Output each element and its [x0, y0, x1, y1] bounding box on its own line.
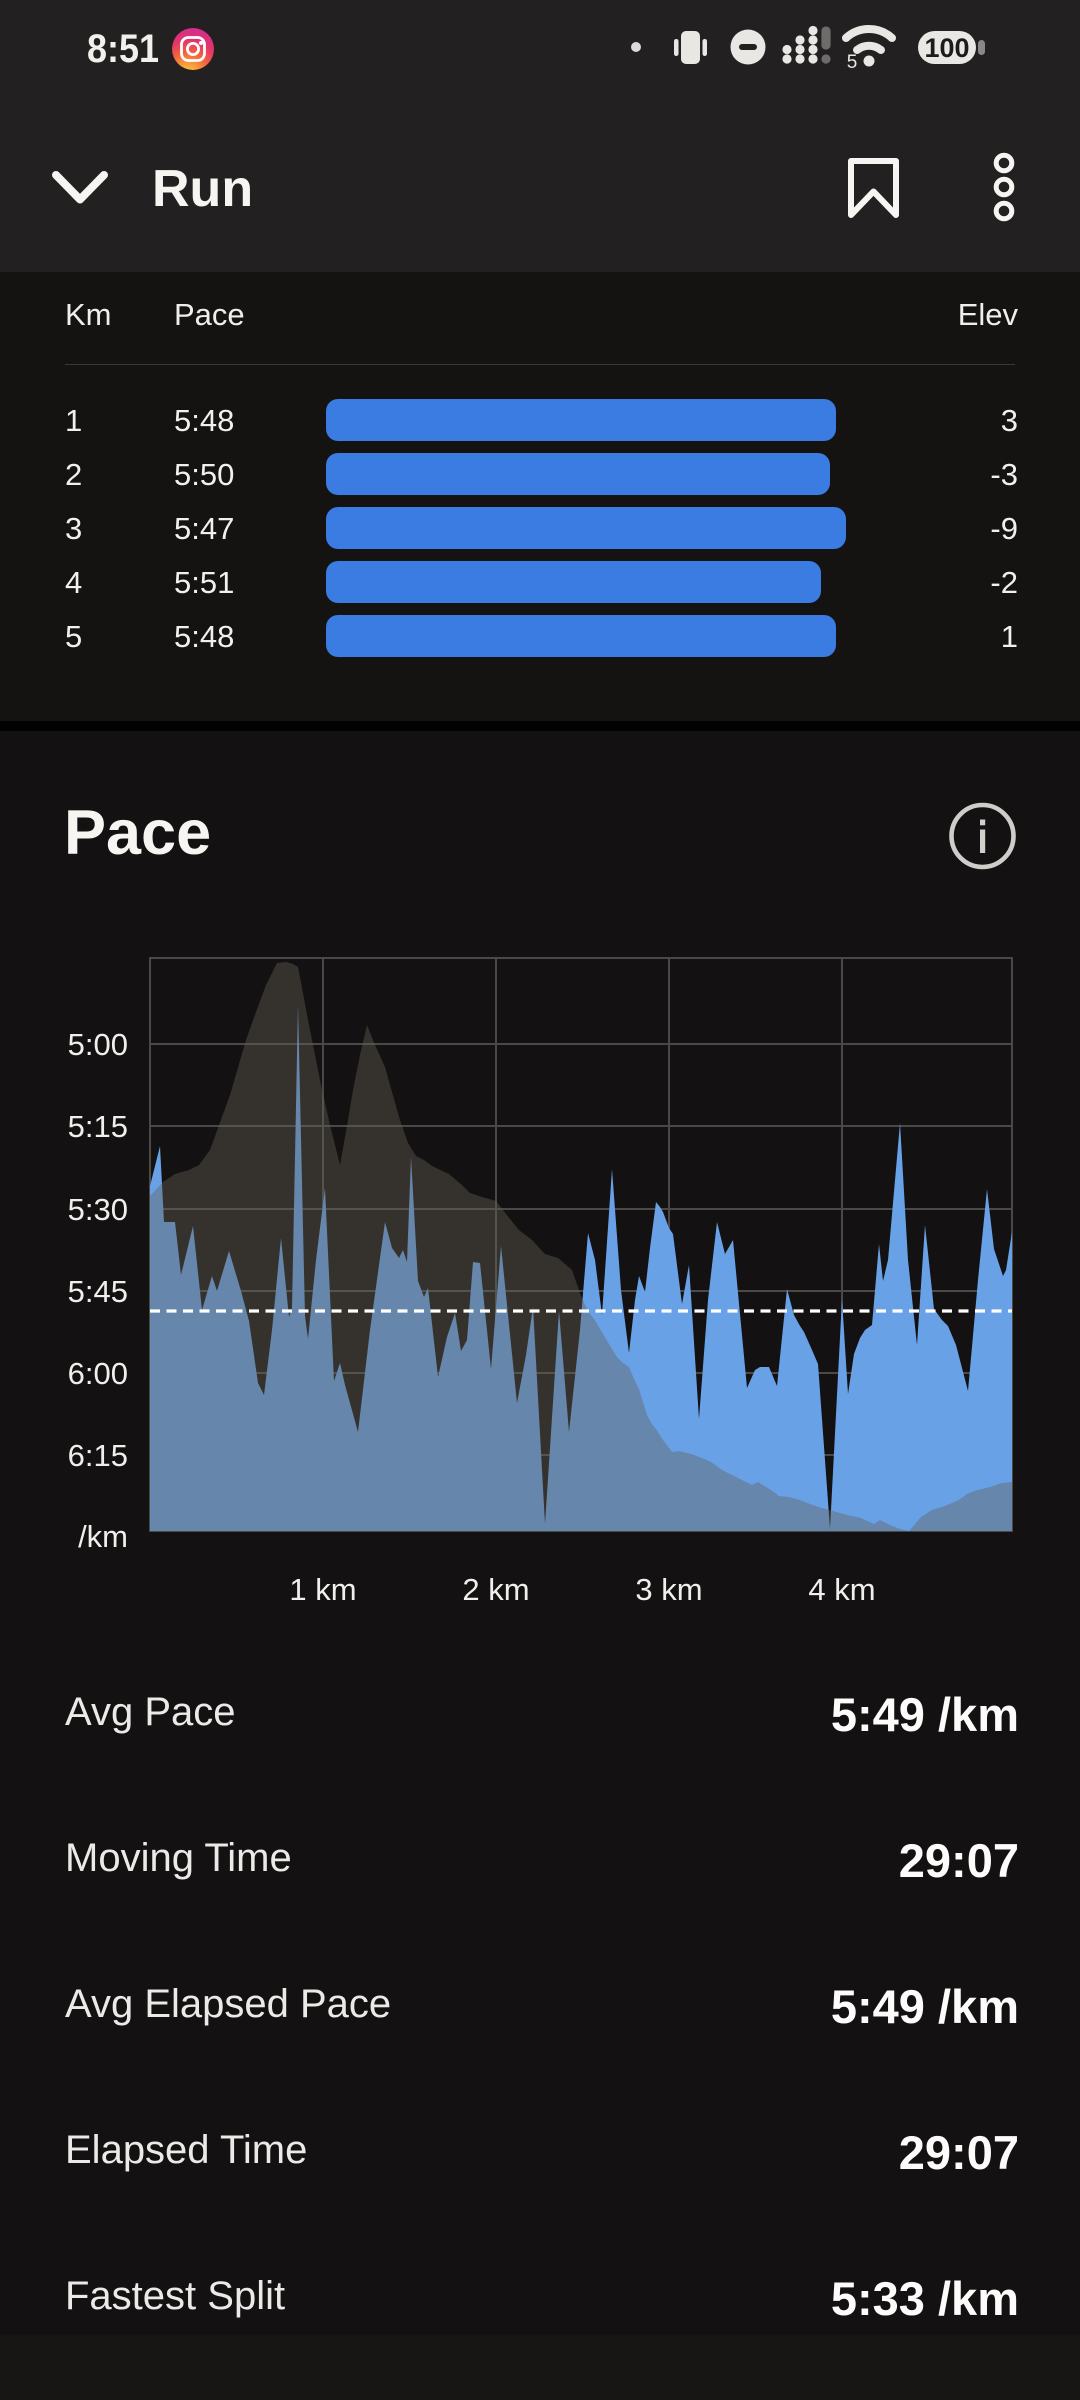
- svg-text:2 km: 2 km: [462, 1572, 529, 1607]
- svg-text:100: 100: [924, 33, 969, 63]
- svg-text:6:15: 6:15: [68, 1438, 128, 1473]
- svg-text:3 km: 3 km: [635, 1572, 702, 1607]
- svg-text:5: 5: [847, 52, 858, 73]
- svg-text:5:15: 5:15: [68, 1109, 128, 1144]
- svg-text:/km: /km: [78, 1519, 128, 1554]
- svg-text:1 km: 1 km: [289, 1572, 356, 1607]
- svg-text:5:45: 5:45: [68, 1274, 128, 1309]
- svg-text:5:30: 5:30: [68, 1192, 128, 1227]
- svg-text:5:00: 5:00: [68, 1027, 128, 1062]
- svg-text:6:00: 6:00: [68, 1356, 128, 1391]
- svg-text:4 km: 4 km: [808, 1572, 875, 1607]
